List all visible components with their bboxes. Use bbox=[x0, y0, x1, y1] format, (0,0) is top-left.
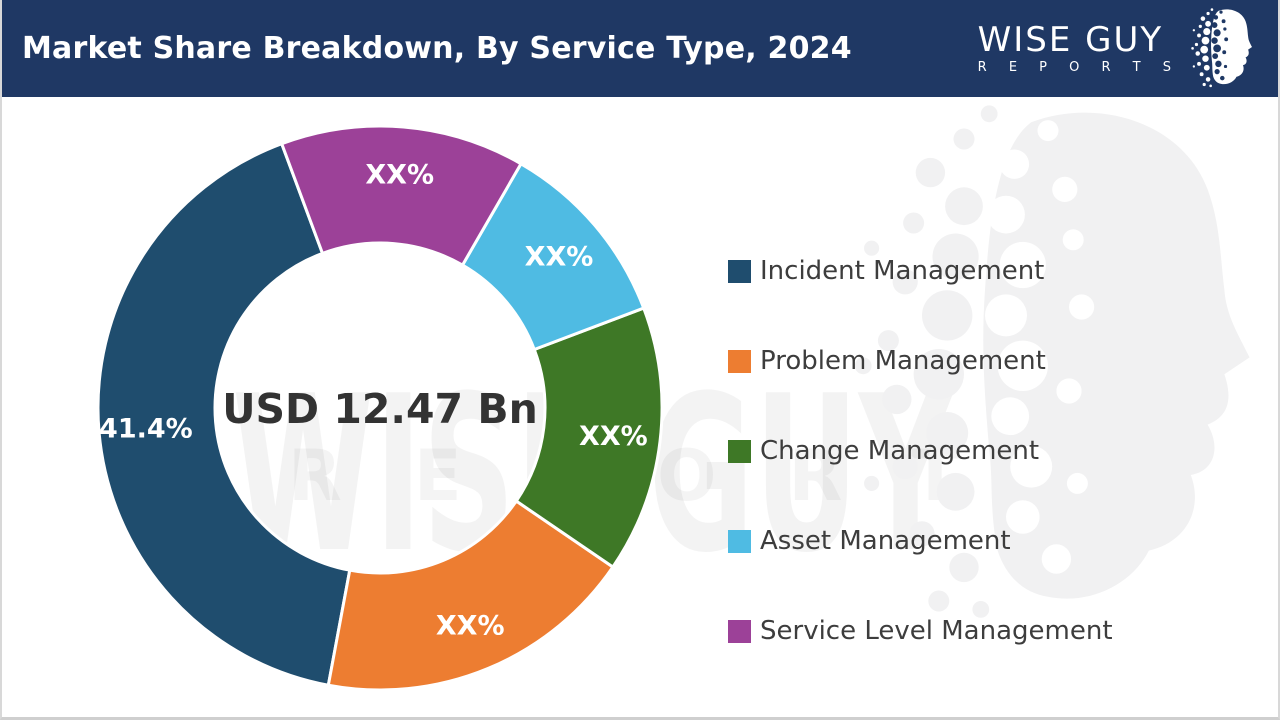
slice-value-label-change-management: XX% bbox=[579, 421, 648, 452]
logo-wordmark: WISE GUY bbox=[977, 19, 1164, 60]
slice-value-label-problem-management: XX% bbox=[436, 611, 505, 642]
brand-logo: WISE GUY R E P O R T S bbox=[978, 7, 1260, 91]
legend-swatch-icon bbox=[728, 529, 751, 553]
legend-item-incident-management: Incident Management bbox=[728, 226, 1113, 316]
slice-service-level-management bbox=[280, 124, 523, 267]
slice-value-label-incident-management: 41.4% bbox=[99, 414, 193, 445]
legend-label: Service Level Management bbox=[760, 616, 1113, 646]
legend-label: Incident Management bbox=[760, 256, 1045, 286]
logo-subtitle: R E P O R T S bbox=[977, 59, 1180, 75]
legend-label: Problem Management bbox=[760, 346, 1046, 376]
legend-item-change-management: Change Management bbox=[728, 406, 1113, 496]
slice-change-management bbox=[514, 306, 664, 569]
slice-incident-management bbox=[96, 142, 352, 687]
legend-item-problem-management: Problem Management bbox=[728, 316, 1113, 406]
legend-label: Asset Management bbox=[760, 526, 1011, 556]
chart-legend: Incident Management Problem Management C… bbox=[728, 226, 1113, 676]
donut-chart: 41.4% XX% XX% XX% XX% USD 12.47 Bn bbox=[96, 124, 664, 692]
legend-swatch-icon bbox=[728, 349, 751, 373]
slice-value-label-asset-management: XX% bbox=[525, 241, 594, 272]
legend-label: Change Management bbox=[760, 436, 1040, 466]
slice-value-label-service-level-management: XX% bbox=[365, 159, 434, 190]
legend-swatch-icon bbox=[728, 619, 751, 643]
header-bar: Market Share Breakdown, By Service Type,… bbox=[0, 0, 1280, 97]
logo-face-icon bbox=[1182, 7, 1260, 91]
page-title: Market Share Breakdown, By Service Type,… bbox=[22, 31, 852, 66]
legend-item-asset-management: Asset Management bbox=[728, 496, 1113, 586]
legend-item-service-level-management: Service Level Management bbox=[728, 586, 1113, 676]
donut-center-value: USD 12.47 Bn bbox=[222, 385, 538, 433]
slice-problem-management bbox=[326, 499, 615, 692]
legend-swatch-icon bbox=[728, 259, 751, 283]
legend-swatch-icon bbox=[728, 439, 751, 463]
